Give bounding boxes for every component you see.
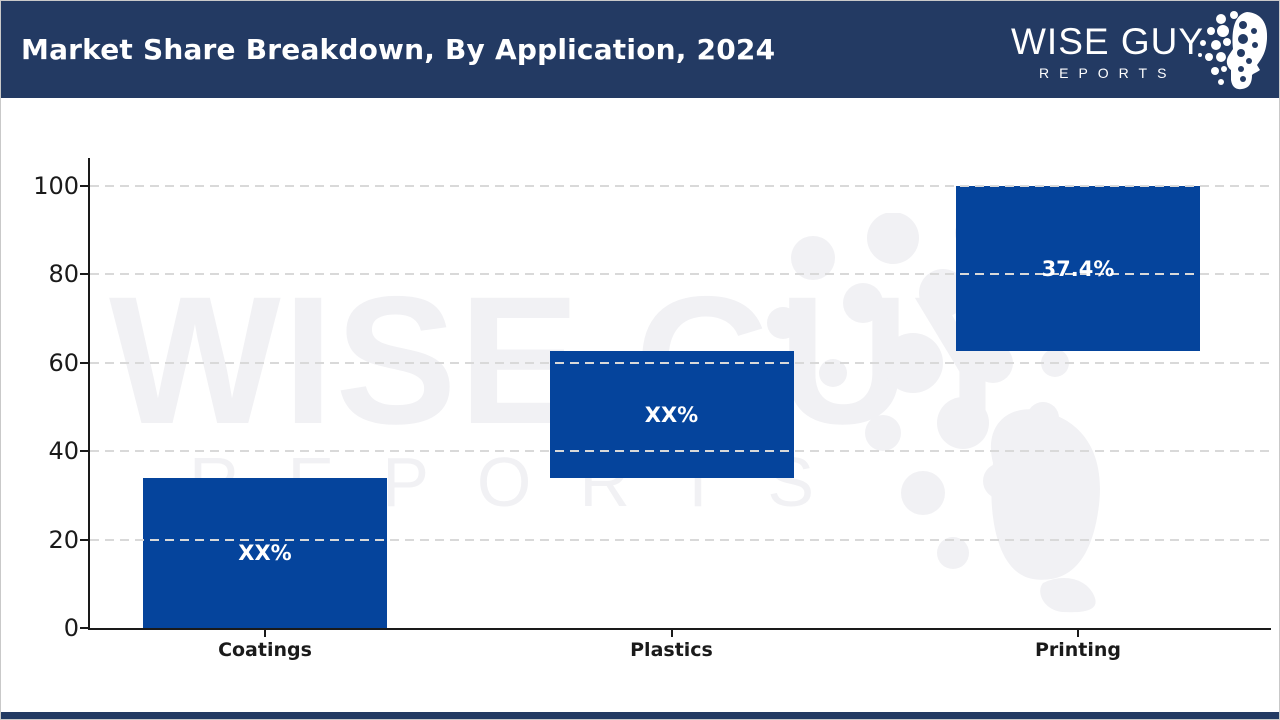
x-axis-line	[88, 628, 1271, 630]
y-tick-mark-20	[80, 538, 88, 541]
page-title: Market Share Breakdown, By Application, …	[21, 33, 776, 66]
bar-coatings	[143, 477, 387, 628]
bar-printing	[956, 186, 1200, 352]
y-tick-label: 20	[48, 525, 79, 554]
gridline-20	[90, 538, 1269, 541]
logo-wordmark: WISE GUY	[1011, 21, 1205, 62]
header-band: Market Share Breakdown, By Application, …	[1, 1, 1279, 98]
gridline-40	[90, 450, 1269, 453]
y-tick-label: 100	[33, 172, 79, 200]
y-tick-label: 0	[63, 614, 79, 642]
x-tick-mark	[1077, 630, 1079, 637]
gridline-80	[90, 273, 1269, 276]
y-tick-mark-60	[80, 361, 88, 364]
x-tick-mark	[670, 630, 673, 637]
bar-value-label: XX%	[644, 402, 699, 427]
x-tick-mark	[264, 630, 266, 637]
dotted-head-icon	[1198, 11, 1268, 90]
y-axis-line	[88, 158, 90, 629]
footer-band	[1, 712, 1279, 719]
y-tick-label: 60	[48, 348, 79, 377]
x-axis-label: Plastics	[630, 639, 713, 661]
x-axis-label: Coatings	[218, 639, 312, 661]
x-axis-label: Printing	[1034, 639, 1122, 661]
bar-value-label: XX%	[238, 540, 292, 565]
y-tick-mark-100	[80, 185, 88, 187]
y-tick-label: 80	[48, 260, 79, 289]
gridline-60	[90, 361, 1269, 364]
y-tick-mark-40	[80, 450, 88, 453]
wise-guy-reports-logo: WISE GUY REPORTS	[989, 7, 1269, 93]
y-tick-mark-0	[80, 627, 88, 629]
y-tick-mark-80	[80, 273, 88, 276]
bar-value-label: 37.4%	[1041, 256, 1115, 281]
gridline-100	[90, 185, 1269, 187]
bar-plastics	[549, 351, 794, 478]
y-tick-label: 40	[48, 437, 79, 466]
logo-subtitle: REPORTS	[1039, 65, 1177, 81]
